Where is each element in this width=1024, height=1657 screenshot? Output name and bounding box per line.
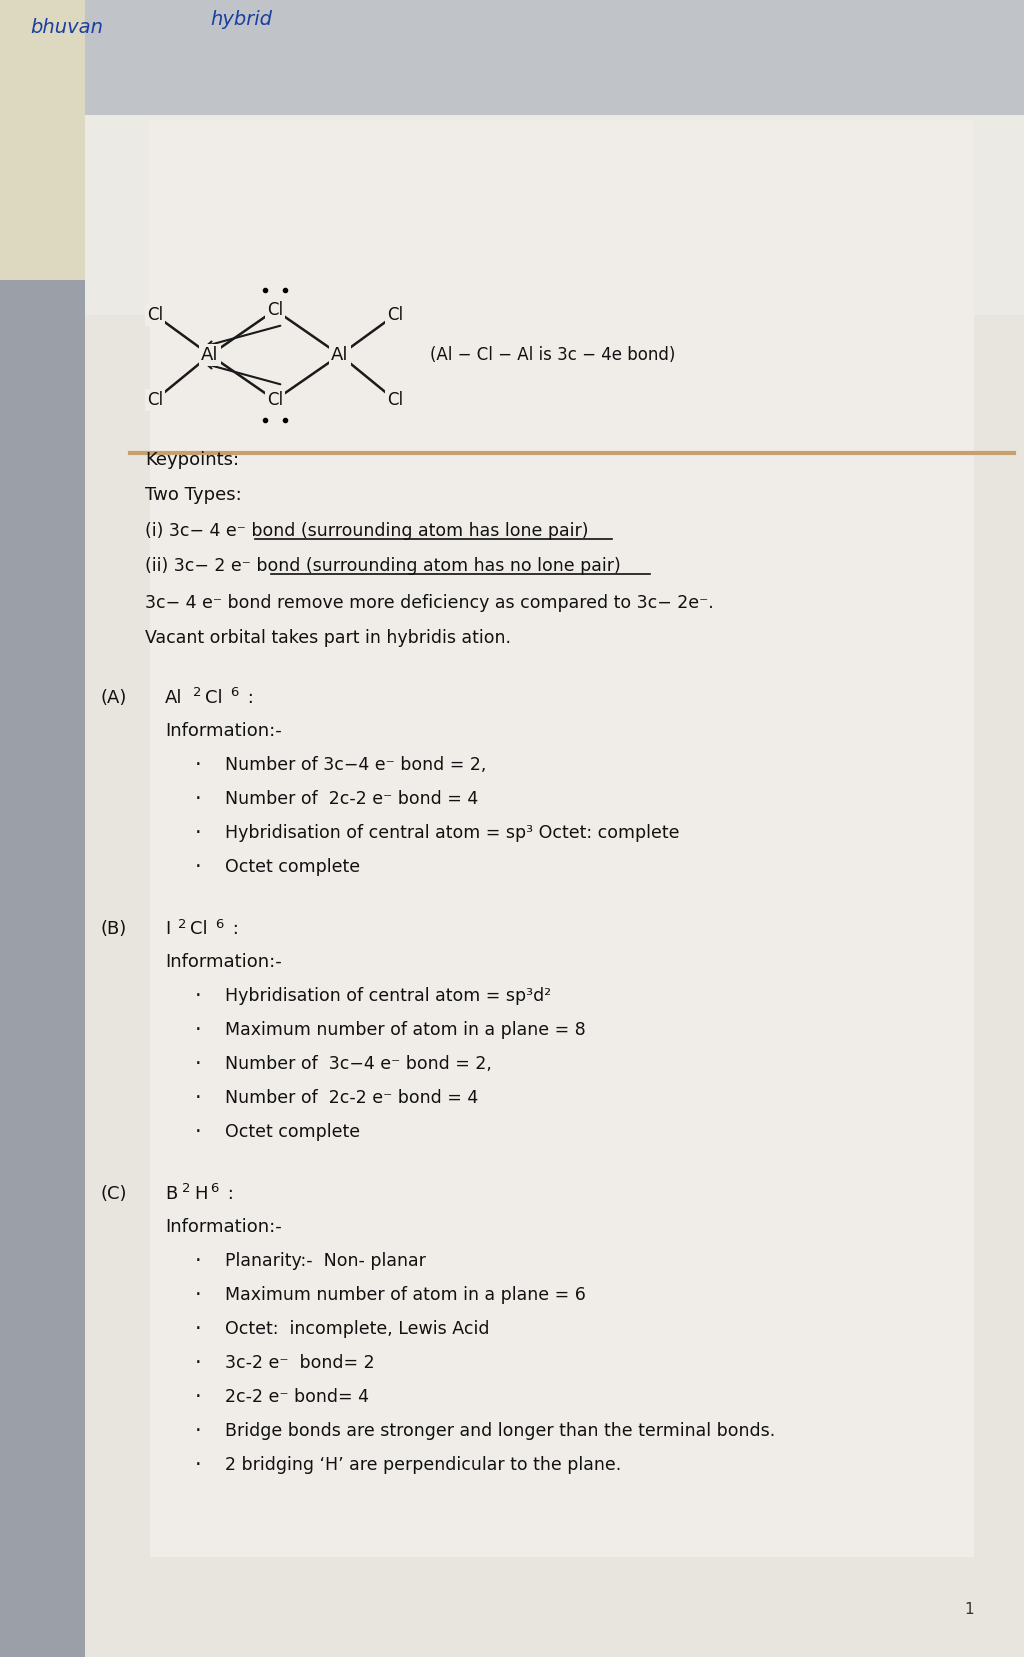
Text: :: :	[222, 1185, 233, 1203]
Text: Octet:  incomplete, Lewis Acid: Octet: incomplete, Lewis Acid	[225, 1321, 489, 1337]
Text: (i) 3c− 4 e⁻ bond (surrounding atom has lone pair): (i) 3c− 4 e⁻ bond (surrounding atom has …	[145, 522, 589, 540]
Bar	[85, 0, 1024, 114]
Text: Cl: Cl	[146, 307, 163, 325]
Bar	[0, 0, 85, 280]
Text: (Al − Cl − Al is 3c − 4e bond): (Al − Cl − Al is 3c − 4e bond)	[430, 346, 676, 365]
Text: ·: ·	[195, 824, 202, 843]
Text: Maximum number of atom in a plane = 8: Maximum number of atom in a plane = 8	[225, 1021, 586, 1039]
Text: ·: ·	[195, 1089, 202, 1109]
Text: Octet complete: Octet complete	[225, 858, 360, 877]
Text: Cl: Cl	[387, 307, 403, 325]
Bar	[85, 315, 1024, 1657]
Bar	[150, 119, 974, 1558]
Text: (B): (B)	[100, 920, 126, 938]
Text: H: H	[194, 1185, 208, 1203]
Text: 6: 6	[210, 1183, 218, 1195]
Text: Octet complete: Octet complete	[225, 1123, 360, 1142]
Text: (C): (C)	[100, 1185, 127, 1203]
Text: Hybridisation of central atom = sp³d²: Hybridisation of central atom = sp³d²	[225, 988, 551, 1006]
Text: ·: ·	[195, 756, 202, 775]
Text: Number of  3c−4 e⁻ bond = 2,: Number of 3c−4 e⁻ bond = 2,	[225, 1056, 492, 1074]
Text: ·: ·	[195, 1122, 202, 1142]
Bar	[0, 0, 85, 1657]
Text: Cl: Cl	[146, 391, 163, 409]
Text: Al: Al	[165, 689, 182, 708]
Text: ·: ·	[195, 857, 202, 877]
Text: ·: ·	[195, 1319, 202, 1339]
Text: Hybridisation of central atom = sp³ Octet: complete: Hybridisation of central atom = sp³ Octe…	[225, 824, 680, 842]
Text: ·: ·	[195, 1422, 202, 1442]
Text: Cl: Cl	[205, 689, 222, 708]
Text: 3c-2 e⁻  bond= 2: 3c-2 e⁻ bond= 2	[225, 1354, 375, 1372]
Text: 3c− 4 e⁻ bond remove more deficiency as compared to 3c− 2e⁻.: 3c− 4 e⁻ bond remove more deficiency as …	[145, 593, 714, 611]
Text: Vacant orbital takes part in hybridis ation.: Vacant orbital takes part in hybridis at…	[145, 630, 511, 646]
Text: Cl: Cl	[267, 302, 283, 320]
Text: 2: 2	[182, 1183, 190, 1195]
Text: 2c-2 e⁻ bond= 4: 2c-2 e⁻ bond= 4	[225, 1389, 369, 1407]
Text: Planarity:-  Non- planar: Planarity:- Non- planar	[225, 1253, 426, 1269]
Text: Bridge bonds are stronger and longer than the terminal bonds.: Bridge bonds are stronger and longer tha…	[225, 1422, 775, 1440]
Text: (A): (A)	[100, 689, 126, 708]
Text: Keypoints:: Keypoints:	[145, 451, 240, 469]
Text: Maximum number of atom in a plane = 6: Maximum number of atom in a plane = 6	[225, 1286, 586, 1304]
Text: 2: 2	[178, 918, 186, 931]
Text: Al: Al	[331, 346, 349, 365]
Text: 1: 1	[965, 1602, 974, 1617]
Bar	[85, 114, 1024, 615]
Text: ·: ·	[195, 1021, 202, 1041]
Text: :: :	[242, 689, 254, 708]
Text: ·: ·	[195, 1284, 202, 1306]
Text: Number of  2c-2 e⁻ bond = 4: Number of 2c-2 e⁻ bond = 4	[225, 790, 478, 809]
Text: bhuvan: bhuvan	[30, 18, 103, 36]
Text: 2: 2	[193, 686, 202, 699]
Text: 6: 6	[215, 918, 223, 931]
Text: Number of 3c−4 e⁻ bond = 2,: Number of 3c−4 e⁻ bond = 2,	[225, 756, 486, 774]
Text: :: :	[227, 920, 239, 938]
Text: Information:-: Information:-	[165, 1218, 282, 1236]
Text: 6: 6	[230, 686, 239, 699]
Text: ·: ·	[195, 1054, 202, 1074]
Text: ·: ·	[195, 1455, 202, 1475]
Text: ·: ·	[195, 986, 202, 1006]
Text: (ii) 3c− 2 e⁻ bond (surrounding atom has no lone pair): (ii) 3c− 2 e⁻ bond (surrounding atom has…	[145, 557, 621, 575]
Text: ·: ·	[195, 789, 202, 809]
Text: Information:-: Information:-	[165, 722, 282, 741]
Text: Cl: Cl	[190, 920, 208, 938]
Text: Information:-: Information:-	[165, 953, 282, 971]
Text: B: B	[165, 1185, 177, 1203]
Text: Al: Al	[202, 346, 219, 365]
Text: 2 bridging ‘H’ are perpendicular to the plane.: 2 bridging ‘H’ are perpendicular to the …	[225, 1457, 622, 1475]
Text: Two Types:: Two Types:	[145, 486, 242, 504]
Text: hybrid: hybrid	[210, 10, 272, 30]
Text: Cl: Cl	[267, 391, 283, 409]
Text: ·: ·	[195, 1354, 202, 1374]
Text: Number of  2c-2 e⁻ bond = 4: Number of 2c-2 e⁻ bond = 4	[225, 1089, 478, 1107]
Text: I: I	[165, 920, 170, 938]
Text: Cl: Cl	[387, 391, 403, 409]
Text: ·: ·	[195, 1251, 202, 1271]
Text: ·: ·	[195, 1387, 202, 1407]
